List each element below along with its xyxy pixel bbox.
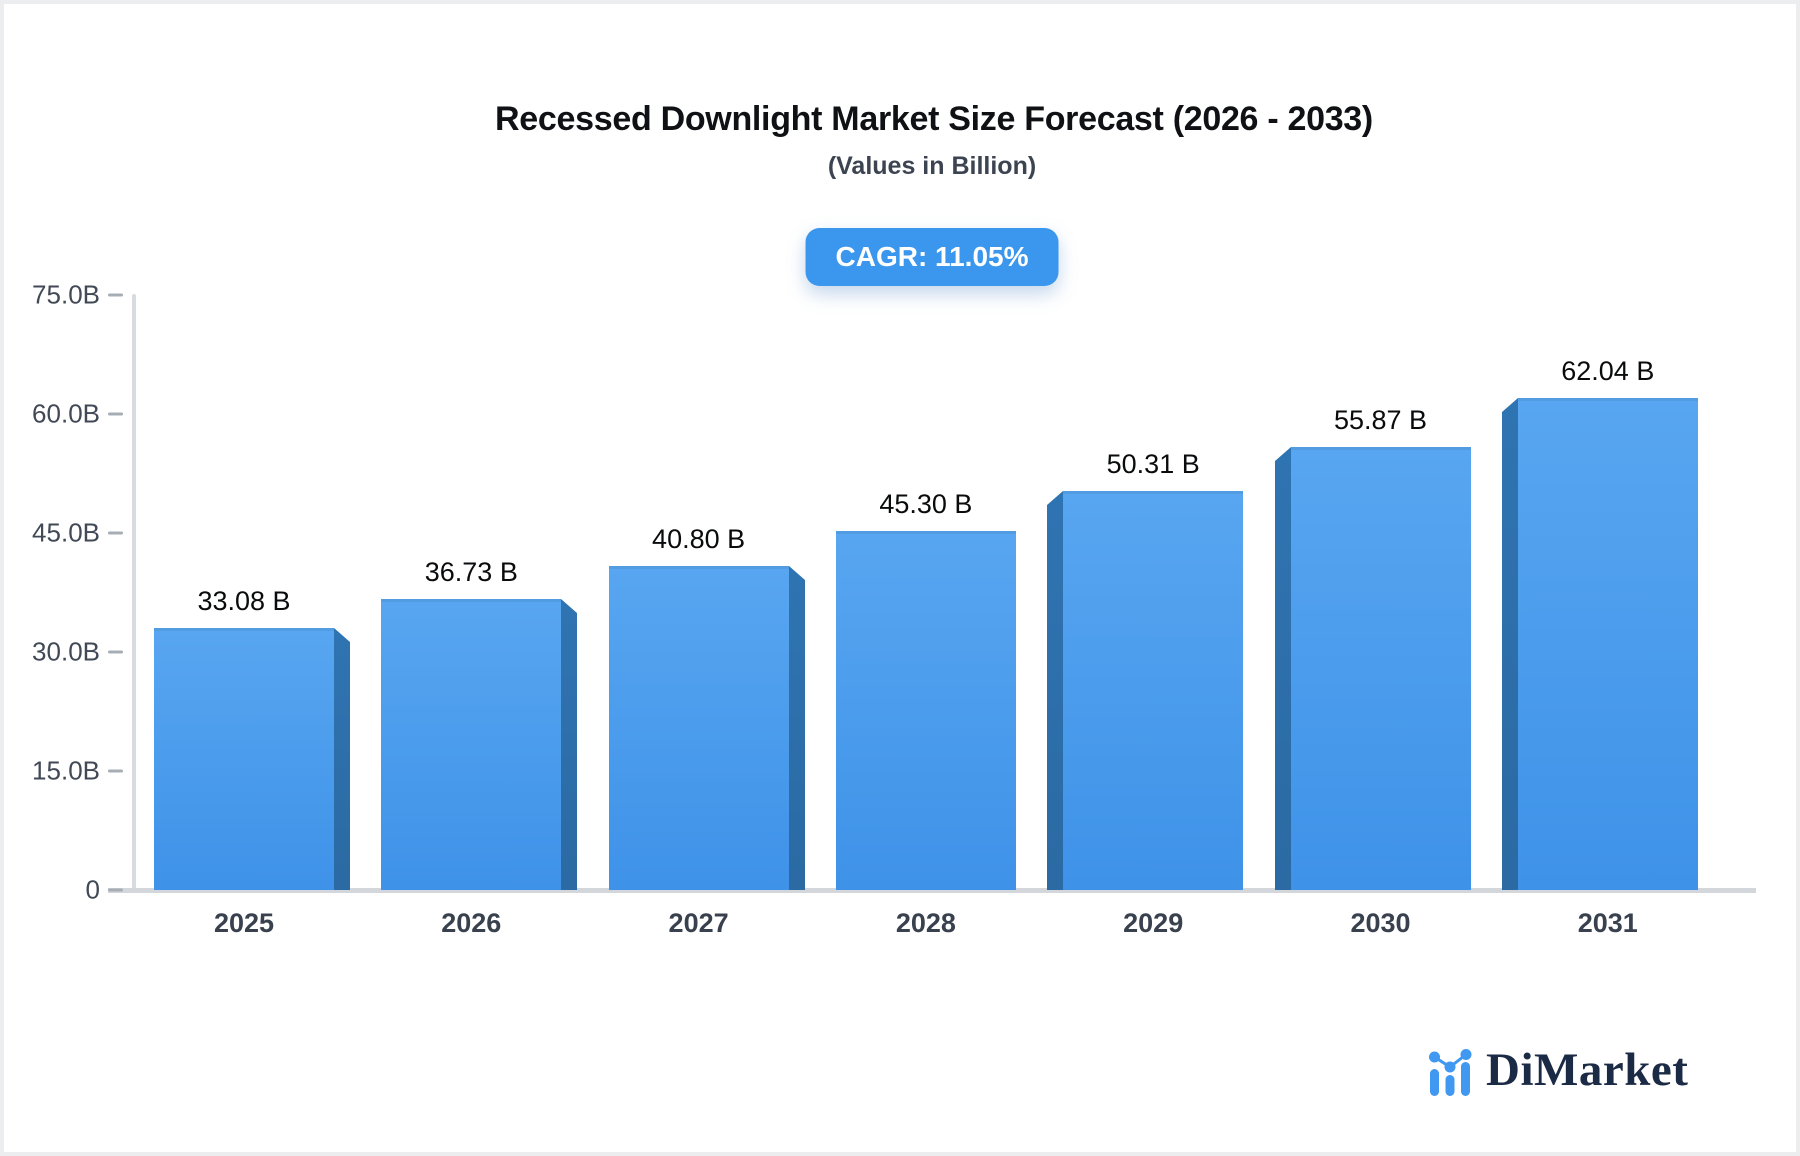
x-tick-label: 2029: [1123, 908, 1184, 938]
bar-value-label: 36.73 B: [424, 557, 518, 587]
y-tick-label: 15.0B: [32, 755, 100, 786]
y-axis-line: [132, 294, 136, 890]
bar-value-label: 50.31 B: [1106, 449, 1200, 479]
chart-title: Recessed Downlight Market Size Forecast …: [495, 100, 1373, 138]
y-tick-mark: [108, 412, 123, 416]
bar-face: [381, 599, 561, 890]
y-tick-label: 75.0B: [32, 279, 100, 310]
bar-side: [1502, 398, 1518, 890]
y-tick-mark: [108, 650, 123, 654]
bar-side: [789, 566, 805, 890]
x-tick-label: 2026: [441, 908, 502, 938]
y-tick-mark: [108, 888, 123, 892]
y-tick-mark: [108, 293, 123, 297]
bar-face: [1291, 447, 1471, 890]
bar-value-label: 33.08 B: [197, 586, 291, 616]
bar-face: [609, 566, 789, 890]
x-tick-label: 2030: [1350, 908, 1411, 938]
x-axis-line: [108, 888, 1756, 893]
brand-name: DiMarket: [1486, 1044, 1689, 1096]
x-tick-label: 2027: [668, 908, 729, 938]
y-tick-label: 45.0B: [32, 517, 100, 548]
y-tick-mark: [108, 769, 123, 773]
cagr-badge: CAGR: 11.05%: [805, 228, 1059, 286]
bar-value-label: 55.87 B: [1333, 405, 1428, 435]
bar-side: [561, 599, 577, 890]
bar-side: [1047, 491, 1063, 890]
brand-logo: DiMarket: [1428, 1042, 1688, 1098]
bar-face: [154, 628, 334, 890]
bar-face: [1063, 491, 1243, 890]
y-tick-label: 30.0B: [32, 636, 100, 667]
y-tick-label: 60.0B: [32, 398, 100, 429]
chart-subtitle: (Values in Billion): [827, 152, 1037, 180]
bar-value-label: 62.04 B: [1561, 356, 1655, 386]
x-tick-label: 2025: [213, 908, 275, 938]
x-tick-label: 2028: [895, 908, 956, 938]
bar-face: [836, 531, 1016, 890]
bar-value-label: 40.80 B: [652, 524, 746, 554]
bar-side: [1275, 447, 1291, 890]
x-tick-label: 2031: [1577, 908, 1638, 938]
y-tick-label: 0: [85, 874, 100, 905]
bar-side: [334, 628, 350, 890]
mini-bar-chart-icon: [1429, 1049, 1472, 1096]
y-tick-mark: [108, 531, 123, 535]
bar-face: [1518, 398, 1698, 890]
bar-value-label: 45.30 B: [879, 489, 973, 519]
